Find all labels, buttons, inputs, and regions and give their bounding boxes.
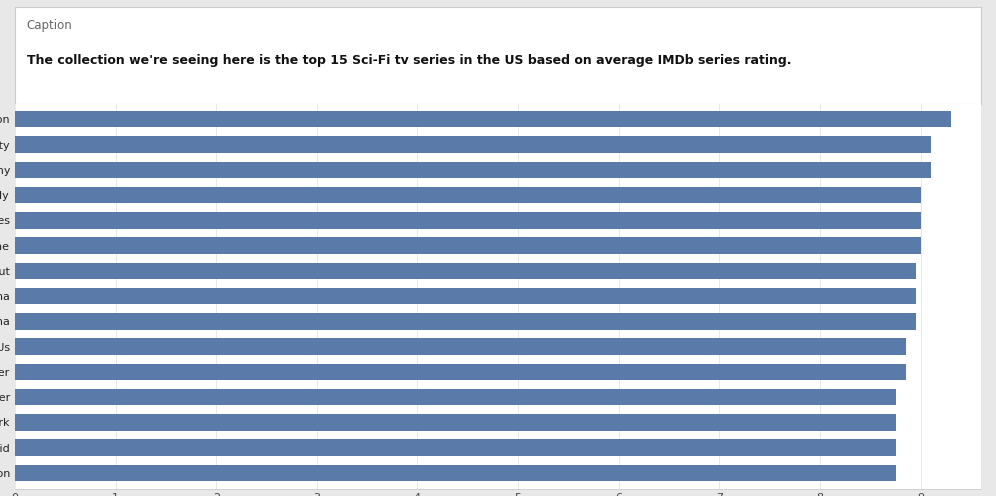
Bar (15, 136, 930, 153)
Text: The collection we're seeing here is the top 15 Sci-Fi tv series in the US based : The collection we're seeing here is the … (27, 54, 791, 66)
Bar (15, 263, 915, 279)
Bar (15, 364, 905, 380)
Bar (15, 162, 930, 178)
Bar (15, 389, 895, 405)
Bar (15, 414, 895, 431)
Bar (15, 439, 895, 456)
Bar (15, 111, 951, 127)
Bar (15, 187, 920, 203)
Bar (15, 338, 905, 355)
Bar (15, 212, 920, 229)
Bar (15, 238, 920, 254)
Bar (15, 465, 895, 481)
Bar (15, 313, 915, 329)
Bar (15, 288, 915, 305)
Text: Caption: Caption (27, 19, 73, 32)
